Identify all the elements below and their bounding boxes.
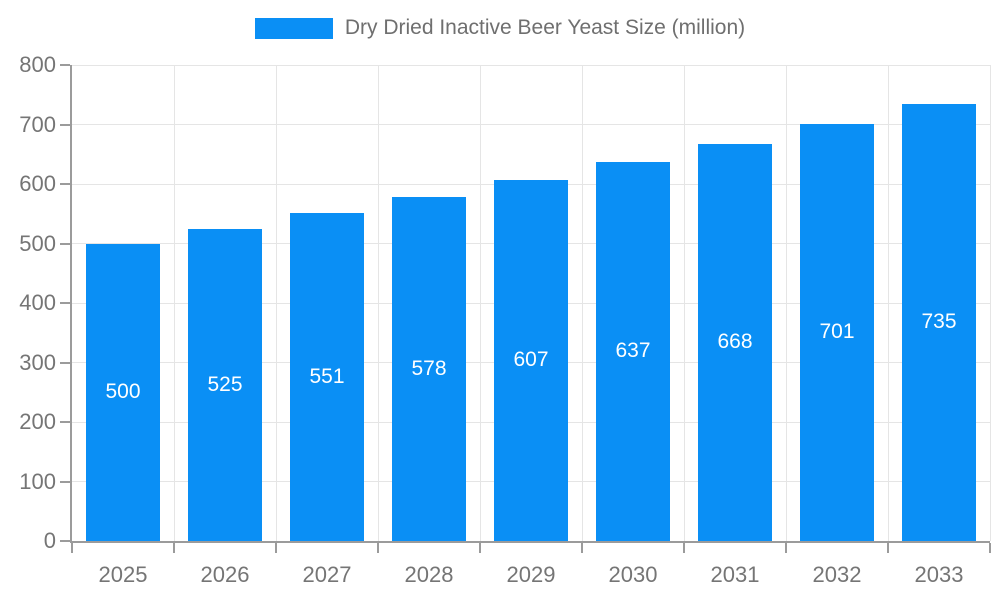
gridline-vertical (479, 65, 481, 541)
y-axis-tick (60, 183, 70, 185)
y-axis-tick (60, 302, 70, 304)
gridline-vertical (581, 65, 583, 541)
bar-value-label: 551 (309, 365, 345, 389)
gridline-vertical (887, 65, 889, 541)
x-axis-label-2029: 2029 (506, 562, 556, 587)
legend-swatch[interactable] (254, 17, 333, 39)
x-axis-label-2032: 2032 (812, 562, 862, 587)
bar-value-label: 578 (411, 357, 447, 381)
y-axis-tick-label: 500 (19, 230, 56, 256)
x-axis-label-2030: 2030 (608, 562, 658, 587)
x-axis-label-2033: 2033 (914, 562, 964, 587)
gridline-vertical (377, 65, 379, 541)
gridline-vertical (275, 65, 277, 541)
x-axis-label-2027: 2027 (302, 562, 352, 587)
y-axis-tick-label: 300 (19, 349, 56, 375)
gridline-vertical (683, 65, 685, 541)
y-axis-line (70, 65, 72, 543)
y-axis-tick (60, 64, 70, 66)
bar-value-label: 607 (513, 348, 549, 372)
x-axis-tick (683, 543, 685, 553)
bar-2028[interactable] (392, 197, 466, 541)
gridline-horizontal (72, 124, 990, 125)
x-axis-tick (581, 543, 583, 553)
y-axis-tick-label: 600 (19, 171, 56, 196)
bar-value-label: 701 (819, 320, 855, 344)
x-axis-tick (989, 543, 991, 553)
x-axis-label-2028: 2028 (404, 562, 454, 587)
bar-value-label: 500 (105, 380, 141, 404)
y-axis-tick-label: 100 (19, 468, 56, 494)
bar-value-label: 668 (717, 330, 753, 354)
gridline-horizontal (72, 64, 990, 66)
x-axis-tick (887, 543, 889, 553)
y-axis-tick-label: 700 (19, 111, 56, 137)
bar-2033[interactable] (902, 103, 976, 541)
legend[interactable]: Dry Dried Inactive Beer Yeast Size (mill… (0, 16, 1000, 40)
bar-value-label: 637 (615, 339, 651, 363)
bar-2025[interactable] (86, 243, 160, 541)
x-axis-tick (377, 543, 379, 553)
bar-2032[interactable] (800, 123, 874, 541)
y-axis-tick (60, 242, 70, 245)
bar-value-label: 525 (207, 372, 243, 396)
y-axis-tick (60, 361, 70, 364)
bar-value-label: 735 (921, 310, 957, 334)
legend-label: Dry Dried Inactive Beer Yeast Size (mill… (344, 16, 746, 39)
x-axis-tick (479, 543, 481, 553)
x-axis-label-2026: 2026 (200, 562, 250, 587)
bar-2030[interactable] (596, 161, 670, 541)
y-axis-tick (60, 123, 70, 126)
y-axis-tick-label: 200 (19, 409, 56, 434)
x-axis-label-2025: 2025 (98, 562, 148, 587)
x-axis-line (70, 541, 990, 543)
x-axis-tick (173, 543, 175, 553)
y-axis-tick-label: 0 (43, 528, 56, 553)
bar-2029[interactable] (494, 179, 568, 541)
y-axis-tick (60, 421, 70, 423)
bar-2026[interactable] (188, 228, 262, 541)
y-axis-tick-label: 400 (19, 290, 56, 315)
x-axis-tick (275, 543, 277, 553)
y-axis-tick (60, 540, 70, 542)
bar-2027[interactable] (290, 213, 364, 541)
bar-2031[interactable] (698, 143, 772, 541)
y-axis-tick (60, 480, 70, 483)
x-axis-tick (785, 543, 787, 553)
gridline-vertical (989, 65, 991, 541)
x-axis-label-2031: 2031 (710, 562, 760, 587)
y-axis-tick-label: 800 (19, 52, 56, 77)
x-axis-tick (71, 543, 73, 553)
gridline-vertical (785, 65, 787, 541)
gridline-vertical (173, 65, 175, 541)
